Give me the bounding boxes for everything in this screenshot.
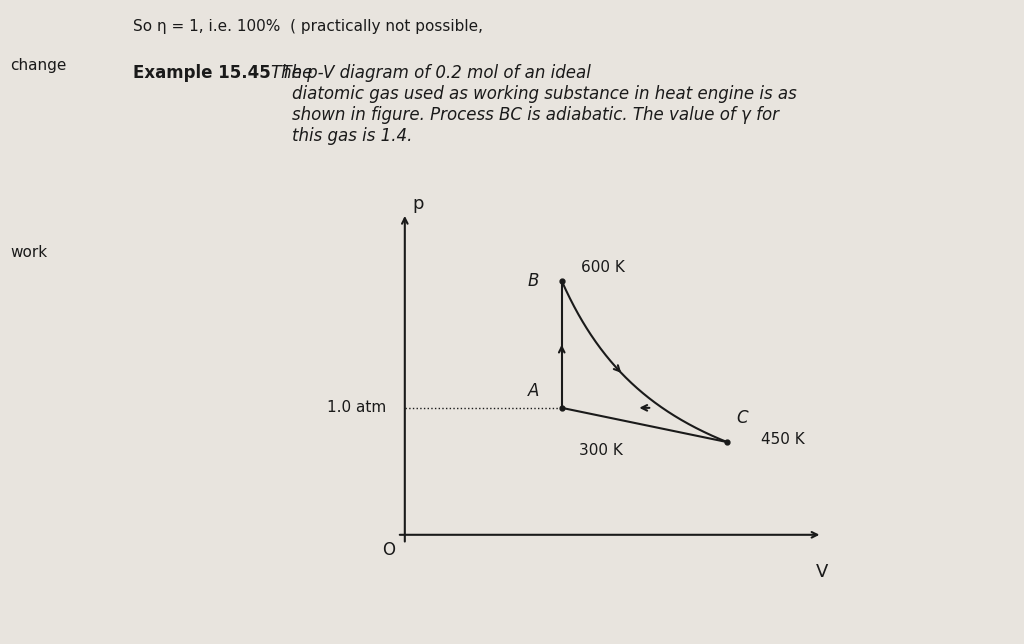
Text: p: p: [413, 195, 424, 213]
Text: A: A: [527, 383, 540, 400]
Text: The: The: [271, 64, 318, 82]
Text: So η = 1, i.e. 100%  ( practically not possible,: So η = 1, i.e. 100% ( practically not po…: [133, 19, 483, 34]
Text: The p-V diagram of 0.2 mol of an ideal
    diatomic gas used as working substanc: The p-V diagram of 0.2 mol of an ideal d…: [271, 64, 797, 145]
Text: B: B: [527, 272, 540, 290]
Text: 300 K: 300 K: [579, 443, 623, 459]
Text: change: change: [10, 58, 67, 73]
Text: work: work: [10, 245, 47, 260]
Text: 1.0 atm: 1.0 atm: [327, 401, 386, 415]
Text: V: V: [816, 563, 828, 581]
Text: 600 K: 600 K: [581, 260, 625, 274]
Text: 450 K: 450 K: [762, 432, 805, 447]
Text: C: C: [736, 409, 748, 427]
Text: O: O: [383, 540, 395, 558]
Text: Example 15.45: Example 15.45: [133, 64, 271, 82]
